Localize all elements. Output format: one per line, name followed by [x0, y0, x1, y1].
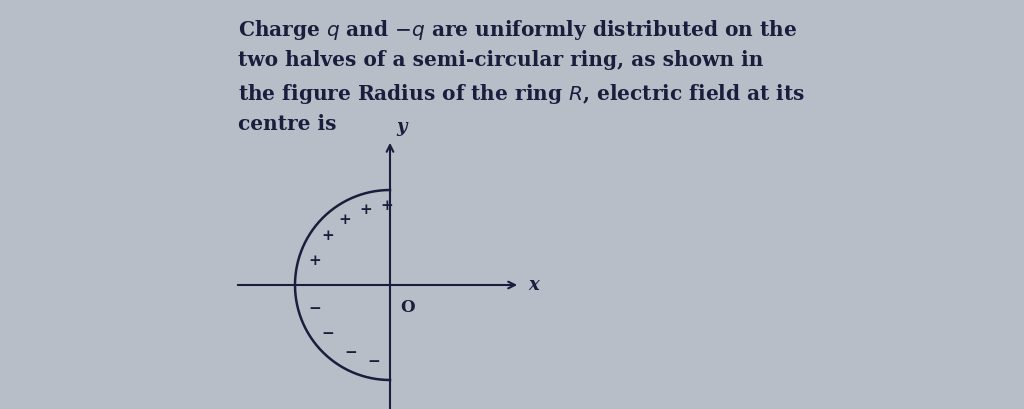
Text: +: +	[308, 254, 322, 267]
Text: −: −	[344, 346, 357, 360]
Text: +: +	[322, 229, 334, 243]
Text: two halves of a semi-circular ring, as shown in: two halves of a semi-circular ring, as s…	[238, 50, 763, 70]
Text: −: −	[368, 355, 380, 369]
Text: +: +	[359, 203, 372, 217]
Text: −: −	[322, 327, 334, 341]
Text: +: +	[338, 213, 351, 227]
Text: y: y	[396, 118, 407, 136]
Text: the figure Radius of the ring $R$, electric field at its: the figure Radius of the ring $R$, elect…	[238, 82, 805, 106]
Text: −: −	[308, 302, 322, 317]
Text: O: O	[400, 299, 415, 316]
Text: Charge $q$ and $-q$ are uniformly distributed on the: Charge $q$ and $-q$ are uniformly distri…	[238, 18, 798, 42]
Text: +: +	[381, 199, 393, 213]
Text: x: x	[528, 276, 539, 294]
Text: centre is: centre is	[238, 114, 337, 134]
